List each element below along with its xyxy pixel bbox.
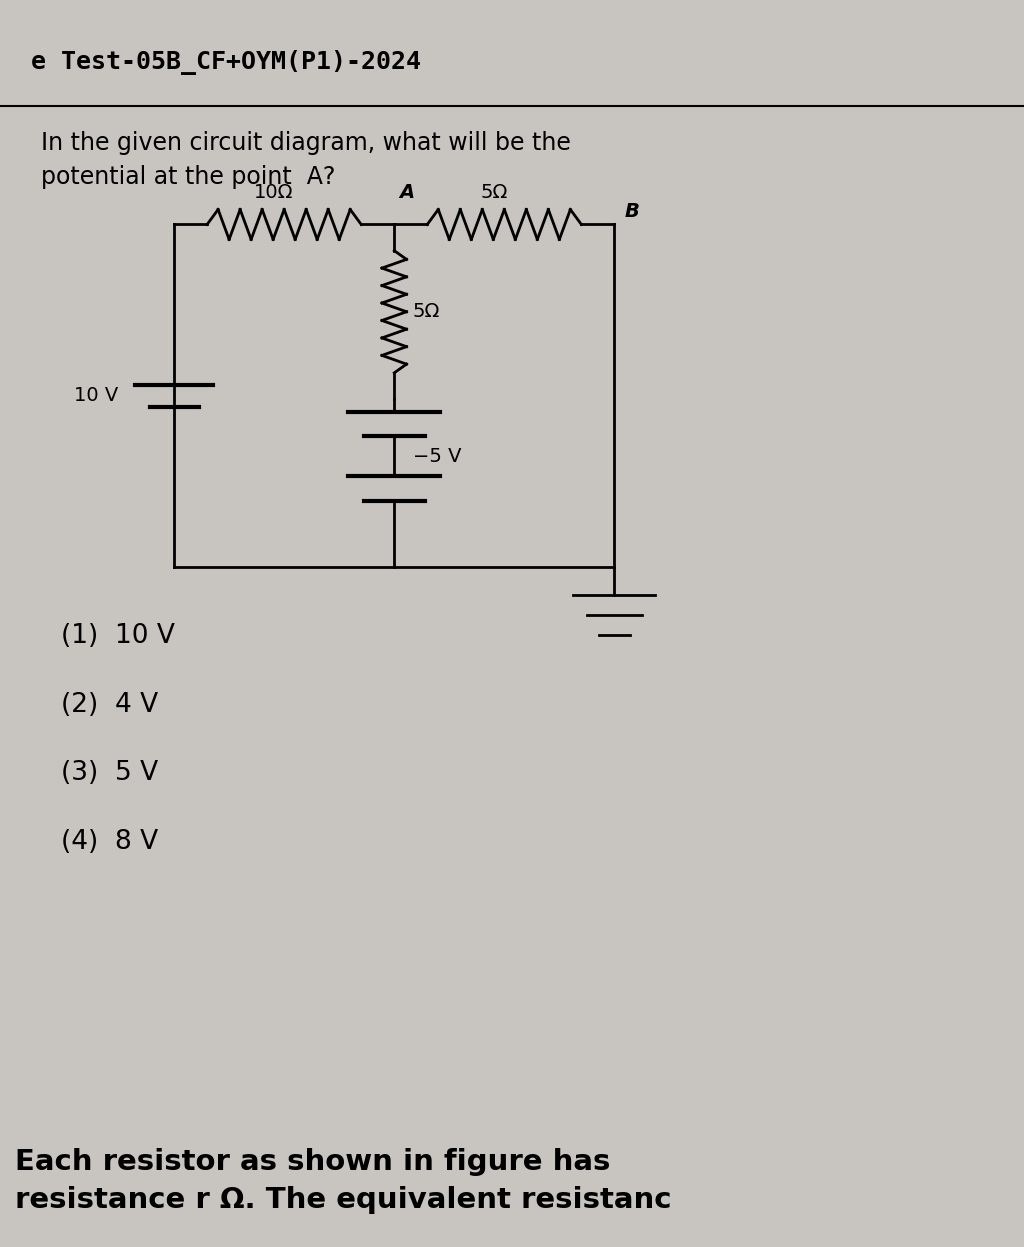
Text: 10 V: 10 V — [74, 387, 118, 405]
Text: A: A — [399, 183, 415, 202]
Text: Each resistor as shown in figure has: Each resistor as shown in figure has — [15, 1148, 610, 1176]
Text: e Test-05B_CF+OYM(P1)-2024: e Test-05B_CF+OYM(P1)-2024 — [31, 50, 421, 75]
Text: 5Ω: 5Ω — [480, 183, 508, 202]
Text: (4)  8 V: (4) 8 V — [61, 829, 159, 854]
Text: −5 V: −5 V — [413, 446, 461, 466]
Text: 10Ω: 10Ω — [254, 183, 294, 202]
Text: B: B — [625, 202, 640, 222]
Text: 5Ω: 5Ω — [413, 302, 440, 322]
Text: (3)  5 V: (3) 5 V — [61, 761, 159, 786]
Text: (2)  4 V: (2) 4 V — [61, 692, 159, 717]
Text: In the given circuit diagram, what will be the: In the given circuit diagram, what will … — [41, 131, 570, 156]
Text: potential at the point  A?: potential at the point A? — [41, 165, 335, 190]
Text: (1)  10 V: (1) 10 V — [61, 624, 175, 648]
Text: resistance r Ω. The equivalent resistanc: resistance r Ω. The equivalent resistanc — [15, 1186, 672, 1213]
